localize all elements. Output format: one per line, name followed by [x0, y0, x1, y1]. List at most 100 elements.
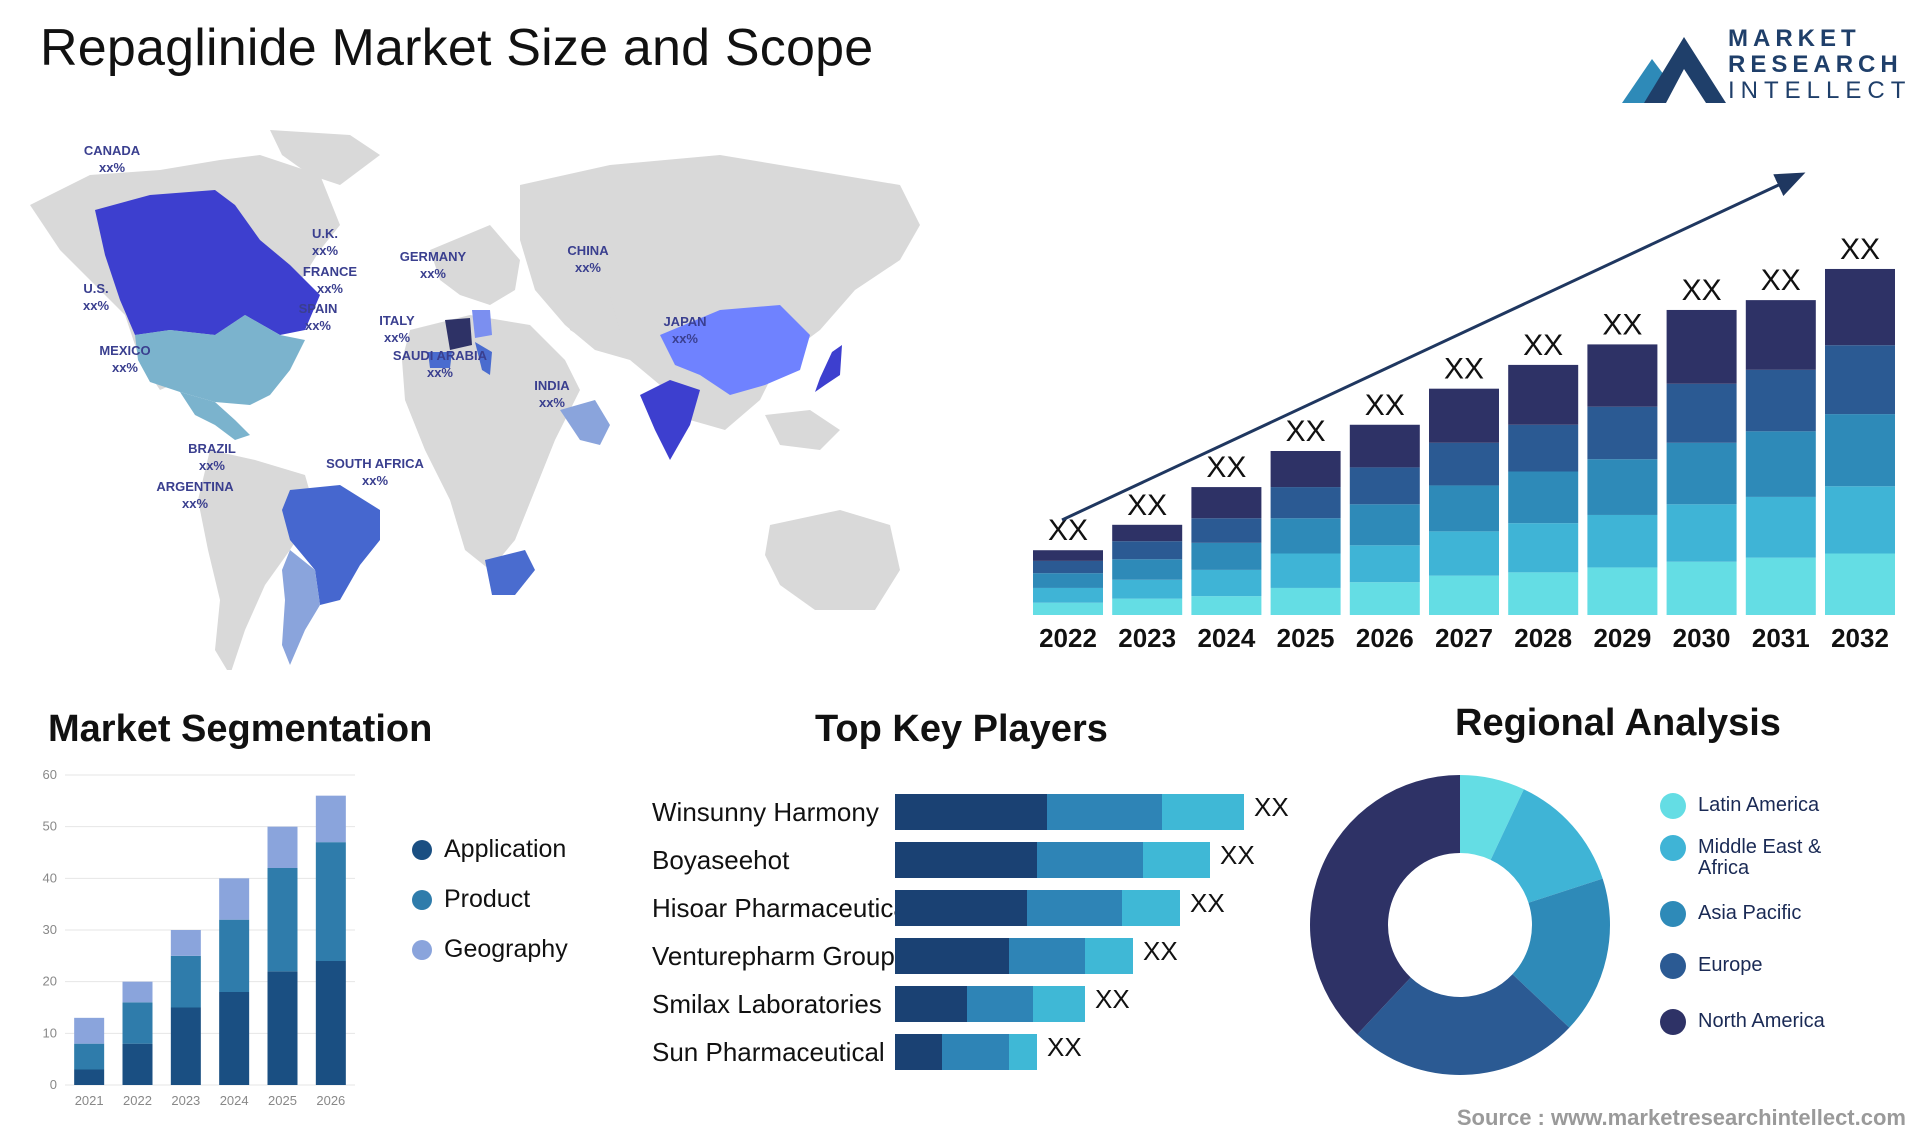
player-name: Sun Pharmaceutical — [652, 1037, 885, 1067]
source-credit: Source : www.marketresearchintellect.com — [1456, 1105, 1906, 1130]
player-data-label: XX — [1095, 984, 1130, 1014]
seg-legend-label: Geography — [444, 935, 568, 963]
growth-bar-segment — [1033, 573, 1103, 588]
seg-legend-item: Product — [412, 885, 530, 914]
player-bar-segment — [1162, 794, 1244, 830]
growth-bar-segment — [1745, 300, 1816, 370]
seg-bar-segment — [74, 1069, 105, 1085]
growth-bar-segment — [1745, 557, 1816, 615]
growth-bar-segment — [1745, 369, 1816, 432]
map-label-france: FRANCE xx% — [303, 263, 357, 297]
map-label-country: GERMANY — [399, 249, 467, 264]
map-label-country: SPAIN — [298, 301, 338, 316]
growth-year-label: 2023 — [1118, 623, 1176, 653]
growth-year-label: 2032 — [1831, 623, 1889, 653]
map-label-share: xx% — [311, 243, 339, 258]
seg-y-tick: 40 — [43, 870, 57, 885]
map-label-country: ARGENTINA — [156, 479, 234, 494]
regional-legend: Latin America Middle East & Africa Asia Pa… — [1660, 793, 1910, 1055]
player-bar-segment — [1085, 938, 1133, 974]
growth-bar-segment — [1191, 487, 1262, 519]
growth-bar-segment — [1666, 309, 1737, 384]
growth-bar-segment — [1270, 553, 1341, 588]
growth-bar-segment — [1270, 518, 1341, 554]
growth-bar-segment — [1587, 567, 1658, 615]
growth-bar-segment — [1508, 424, 1579, 472]
player-bar-segment — [942, 1034, 1009, 1070]
growth-year-label: 2029 — [1593, 623, 1651, 653]
map-label-share: xx% — [426, 365, 454, 380]
regional-donut-chart — [1300, 770, 1640, 1090]
seg-bar-segment — [74, 1017, 105, 1044]
map-label-country: FRANCE — [302, 264, 358, 279]
map-label-germany: GERMANY xx% — [400, 248, 466, 282]
seg-legend-item: Geography — [412, 935, 568, 964]
regional-legend-label: North America — [1698, 1010, 1825, 1032]
player-bar-segment — [1143, 842, 1210, 878]
legend-dot-icon — [1660, 953, 1686, 979]
growth-bar-segment — [1508, 364, 1579, 425]
map-label-country: SAUDI ARABIA — [392, 348, 488, 363]
player-bar-segment — [895, 938, 1009, 974]
regional-legend-item: North America — [1660, 1009, 1825, 1035]
logo-text-market: MARKET — [1728, 25, 1861, 52]
growth-bar-segment — [1349, 467, 1420, 505]
map-label-u-k: U.K. xx% — [312, 225, 338, 259]
growth-bar-segment — [1112, 598, 1183, 615]
regional-legend-item: Latin America — [1660, 793, 1819, 819]
player-bar-segment — [895, 794, 1047, 830]
growth-data-label: XX — [1840, 233, 1880, 266]
growth-year-label: 2028 — [1514, 623, 1572, 653]
growth-bar-segment — [1033, 560, 1103, 574]
player-bar-segment — [1033, 986, 1085, 1022]
growth-year-label: 2026 — [1356, 623, 1414, 653]
growth-bar-segment — [1825, 414, 1895, 487]
growth-data-label: XX — [1286, 415, 1326, 448]
seg-bar-segment — [122, 1002, 153, 1044]
map-label-share: xx% — [574, 260, 602, 275]
player-name: Boyaseehot — [652, 845, 790, 875]
map-label-share: xx% — [361, 473, 389, 488]
map-label-u-s: U.S. xx% — [83, 280, 109, 314]
growth-year-label: 2031 — [1752, 623, 1810, 653]
map-label-china: CHINA xx% — [567, 242, 608, 276]
player-name: Venturepharm Group — [652, 941, 895, 971]
map-label-south-africa: SOUTH AFRICA xx% — [326, 455, 424, 489]
seg-bar-segment — [315, 795, 346, 843]
growth-bar-segment — [1666, 383, 1737, 443]
growth-year-label: 2030 — [1673, 623, 1731, 653]
growth-bar-segment — [1825, 553, 1895, 615]
map-label-country: U.S. — [83, 281, 109, 296]
donut-slice — [1357, 974, 1570, 1075]
regional-donut-svg — [1310, 775, 1610, 1075]
segmentation-title: Market Segmentation — [48, 708, 433, 750]
seg-bar-segment — [170, 955, 201, 1008]
seg-x-tick: 2021 — [75, 1093, 104, 1108]
regional-analysis-title: Regional Analysis — [1455, 702, 1781, 744]
top-key-players-svg: Winsunny Harmony XX Boyaseehot XX Hisoar Pha… — [652, 792, 1289, 1070]
highlighted-countries — [95, 190, 842, 665]
player-data-label: XX — [1047, 1032, 1082, 1062]
map-label-mexico: MEXICO xx% — [99, 342, 150, 376]
legend-dot-icon — [412, 839, 432, 860]
seg-y-tick: 0 — [50, 1077, 57, 1092]
seg-bar-segment — [219, 878, 250, 920]
player-bar-segment — [1009, 938, 1085, 974]
seg-y-tick: 60 — [43, 767, 57, 782]
map-label-italy: ITALY xx% — [379, 312, 414, 346]
growth-bar-segment — [1033, 602, 1103, 615]
seg-bar-segment — [315, 961, 346, 1085]
world-map-graphic — [30, 130, 920, 675]
market-growth-svg: XX 2022 XX 2023 XX 2024 XX 2025 XX 2026 XX 2027 XX 20… — [1033, 172, 1895, 653]
growth-bar-segment — [1587, 406, 1658, 460]
seg-bar-segment — [122, 1043, 153, 1085]
seg-bar-segment — [315, 842, 346, 961]
seg-bar-segment — [267, 971, 298, 1085]
seg-y-tick: 50 — [43, 819, 57, 834]
growth-year-label: 2025 — [1277, 623, 1335, 653]
map-label-country: CANADA — [83, 143, 141, 158]
regional-legend-label: Europe — [1698, 954, 1763, 976]
map-label-brazil: BRAZIL xx% — [188, 440, 236, 474]
growth-bar-segment — [1112, 579, 1183, 599]
growth-data-label: XX — [1048, 514, 1088, 547]
